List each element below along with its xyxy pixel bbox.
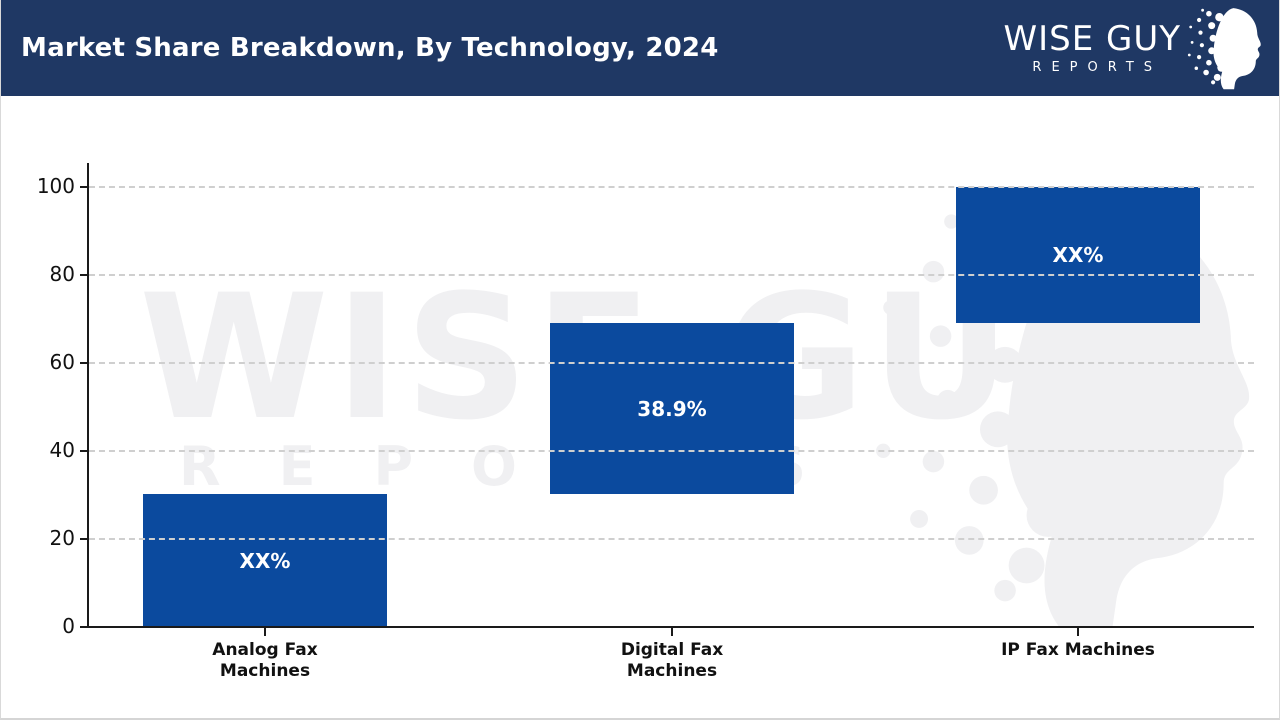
brand-wordmark: WISE GUY [1003,19,1181,59]
category-label-line: Digital Fax [620,640,724,660]
header-bar: Market Share Breakdown, By Technology, 2… [1,0,1279,96]
category-label: IP Fax Machines [928,640,1228,661]
y-axis-tick-label: 0 [62,614,75,638]
bar-value-label: XX% [1052,242,1104,267]
y-gridline [89,186,1254,188]
brand-subtext: REPORTS [1032,60,1163,75]
bar-value-label: XX% [239,548,291,573]
y-axis-tick [80,450,89,452]
bar-segment: XX% [956,187,1200,323]
y-gridline [89,450,1254,452]
category-label-line: Machines [219,661,311,682]
x-axis-tick [264,628,266,636]
bar-segment: XX% [143,494,387,627]
brand-logo-text: WISE GUY REPORTS [1003,22,1181,74]
category-label-line: Analog Fax [212,640,318,660]
y-axis-tick [80,362,89,364]
y-gridline [89,362,1254,364]
y-axis-line [87,163,89,628]
y-axis-tick-label: 80 [49,262,75,286]
page-title: Market Share Breakdown, By Technology, 2… [21,33,719,63]
brand-head-icon [1187,8,1261,90]
y-axis-tick-label: 100 [36,174,75,198]
y-axis-tick [80,626,89,628]
y-axis-tick [80,274,89,276]
y-axis-tick [80,538,89,540]
brand-logo: WISE GUY REPORTS [1003,6,1267,90]
y-axis-tick-label: 60 [49,350,75,374]
category-label-line: IP Fax Machines [1001,640,1155,660]
bar-segment: 38.9% [550,322,794,495]
x-axis-tick [1077,628,1079,636]
category-label: Digital Fax Machines [522,640,822,683]
y-gridline [89,538,1254,540]
x-axis-tick [671,628,673,636]
y-gridline [89,274,1254,276]
category-label: Analog Fax Machines [115,640,415,683]
y-axis-tick [80,186,89,188]
x-axis-line [87,626,1254,628]
y-axis-tick-label: 40 [49,438,75,462]
category-label-line: Machines [626,661,718,682]
y-axis-tick-label: 20 [49,526,75,550]
bar-value-label: 38.9% [637,396,707,421]
